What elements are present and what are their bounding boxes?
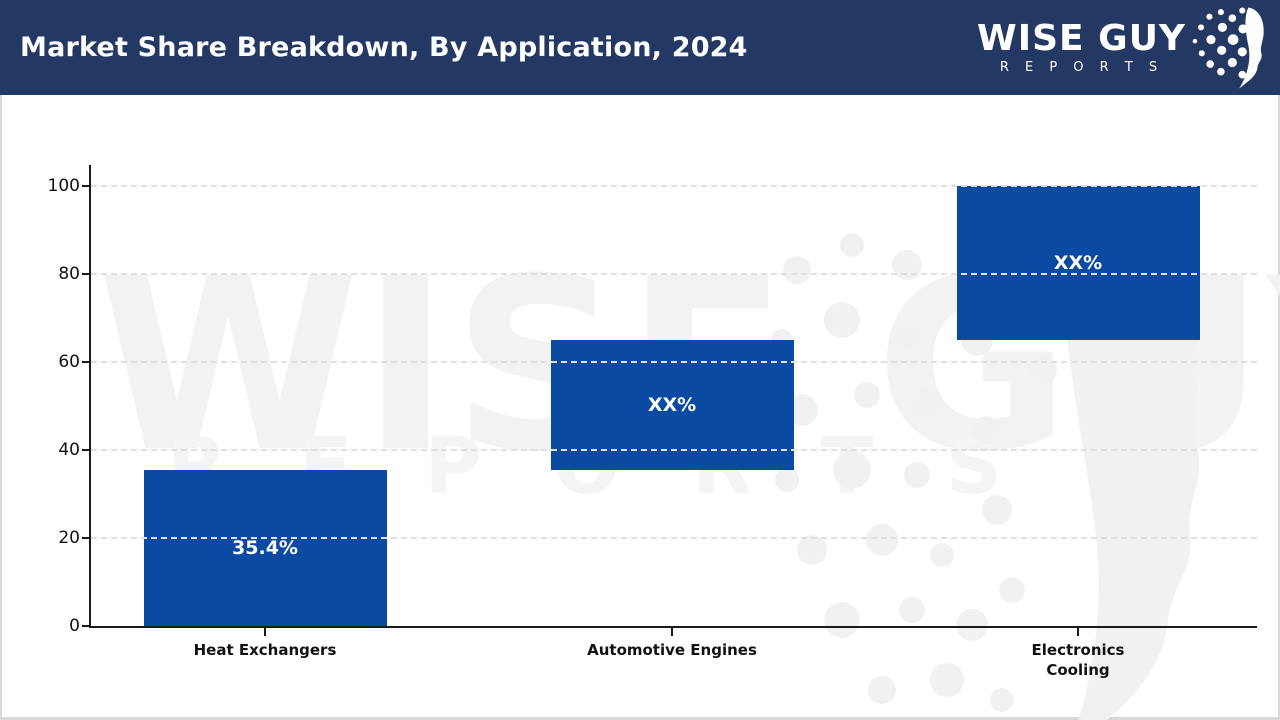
page-title: Market Share Breakdown, By Application, … <box>20 32 748 63</box>
gridline <box>91 361 1257 363</box>
y-tick-mark <box>82 273 90 275</box>
x-tick-mark <box>264 628 266 636</box>
gridline <box>91 449 1257 451</box>
category-label: Electronics Cooling <box>1031 641 1125 679</box>
logo-brand-subtitle: R E P O R T S <box>999 59 1164 75</box>
y-tick-label: 100 <box>47 176 80 196</box>
y-tick-mark <box>82 625 90 627</box>
bar-value-label: XX% <box>1053 252 1103 274</box>
gridline <box>91 273 1257 275</box>
wiseguy-logo: WISE GUY R E P O R T S <box>977 6 1266 90</box>
y-tick-mark <box>82 449 90 451</box>
y-tick-mark <box>82 185 90 187</box>
gridline <box>91 185 1257 187</box>
y-tick-label: 0 <box>69 616 80 636</box>
header: Market Share Breakdown, By Application, … <box>0 0 1280 95</box>
y-tick-mark <box>82 537 90 539</box>
bar-value-label: 35.4% <box>232 537 298 560</box>
y-tick-label: 80 <box>58 264 80 284</box>
y-tick-label: 60 <box>58 352 80 372</box>
logo-text: WISE GUY R E P O R T S <box>976 17 1186 75</box>
waterfall-bar <box>143 470 387 626</box>
y-tick-label: 20 <box>58 528 80 548</box>
watermark-face-icon <box>771 218 1200 720</box>
category-label: Heat Exchangers <box>193 641 337 659</box>
bar-value-label: XX% <box>647 394 697 417</box>
waterfall-bar <box>956 186 1200 340</box>
y-tick-label: 40 <box>58 440 80 460</box>
logo-face-icon <box>1192 7 1264 88</box>
gridline <box>91 537 1257 539</box>
x-tick-mark <box>1077 628 1079 636</box>
y-tick-mark <box>82 361 90 363</box>
x-tick-mark <box>671 628 673 636</box>
logo-brand-name: WISE GUY <box>976 17 1186 59</box>
category-label: Automotive Engines <box>587 641 757 659</box>
y-axis-line <box>89 165 91 628</box>
x-axis-line <box>89 626 1257 628</box>
